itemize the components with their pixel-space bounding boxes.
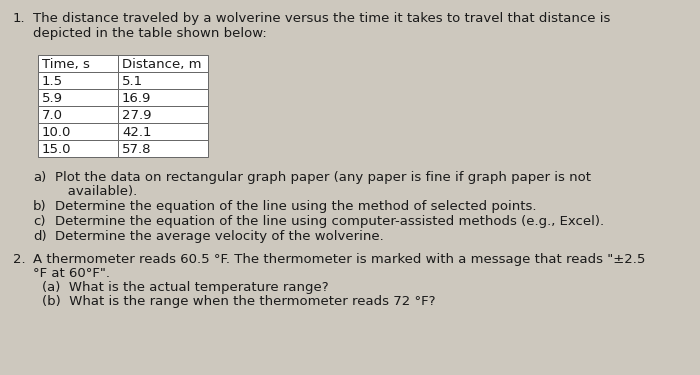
Text: °F at 60°F".: °F at 60°F". <box>33 267 110 280</box>
Bar <box>38 55 118 72</box>
Text: a): a) <box>33 171 46 184</box>
Bar <box>38 106 118 123</box>
Bar <box>38 72 118 89</box>
Text: 15.0: 15.0 <box>42 143 71 156</box>
Text: 2.: 2. <box>13 253 26 266</box>
Text: 5.9: 5.9 <box>42 92 63 105</box>
Text: Determine the equation of the line using computer-assisted methods (e.g., Excel): Determine the equation of the line using… <box>55 215 604 228</box>
Text: Time, s: Time, s <box>42 58 90 71</box>
Bar <box>118 55 208 72</box>
Text: 1.: 1. <box>13 12 26 25</box>
Bar <box>38 140 118 157</box>
Text: A thermometer reads 60.5 °F. The thermometer is marked with a message that reads: A thermometer reads 60.5 °F. The thermom… <box>33 253 645 266</box>
Bar <box>118 106 208 123</box>
Bar <box>38 123 118 140</box>
Text: Determine the average velocity of the wolverine.: Determine the average velocity of the wo… <box>55 230 384 243</box>
Text: c): c) <box>33 215 46 228</box>
Text: available).: available). <box>55 185 137 198</box>
Text: 10.0: 10.0 <box>42 126 71 139</box>
Text: 42.1: 42.1 <box>122 126 151 139</box>
Bar <box>38 89 118 106</box>
Text: 5.1: 5.1 <box>122 75 143 88</box>
Text: depicted in the table shown below:: depicted in the table shown below: <box>33 27 267 40</box>
Text: b): b) <box>33 200 47 213</box>
Text: 27.9: 27.9 <box>122 109 151 122</box>
Bar <box>118 89 208 106</box>
Text: Determine the equation of the line using the method of selected points.: Determine the equation of the line using… <box>55 200 536 213</box>
Text: (b)  What is the range when the thermometer reads 72 °F?: (b) What is the range when the thermomet… <box>42 295 435 308</box>
Text: The distance traveled by a wolverine versus the time it takes to travel that dis: The distance traveled by a wolverine ver… <box>33 12 610 25</box>
Text: d): d) <box>33 230 47 243</box>
Text: Distance, m: Distance, m <box>122 58 202 71</box>
Text: 57.8: 57.8 <box>122 143 151 156</box>
Text: 1.5: 1.5 <box>42 75 63 88</box>
Text: (a)  What is the actual temperature range?: (a) What is the actual temperature range… <box>42 281 328 294</box>
Bar <box>118 72 208 89</box>
Text: Plot the data on rectangular graph paper (any paper is fine if graph paper is no: Plot the data on rectangular graph paper… <box>55 171 591 184</box>
Text: 7.0: 7.0 <box>42 109 63 122</box>
Bar <box>118 140 208 157</box>
Text: 16.9: 16.9 <box>122 92 151 105</box>
Bar <box>118 123 208 140</box>
